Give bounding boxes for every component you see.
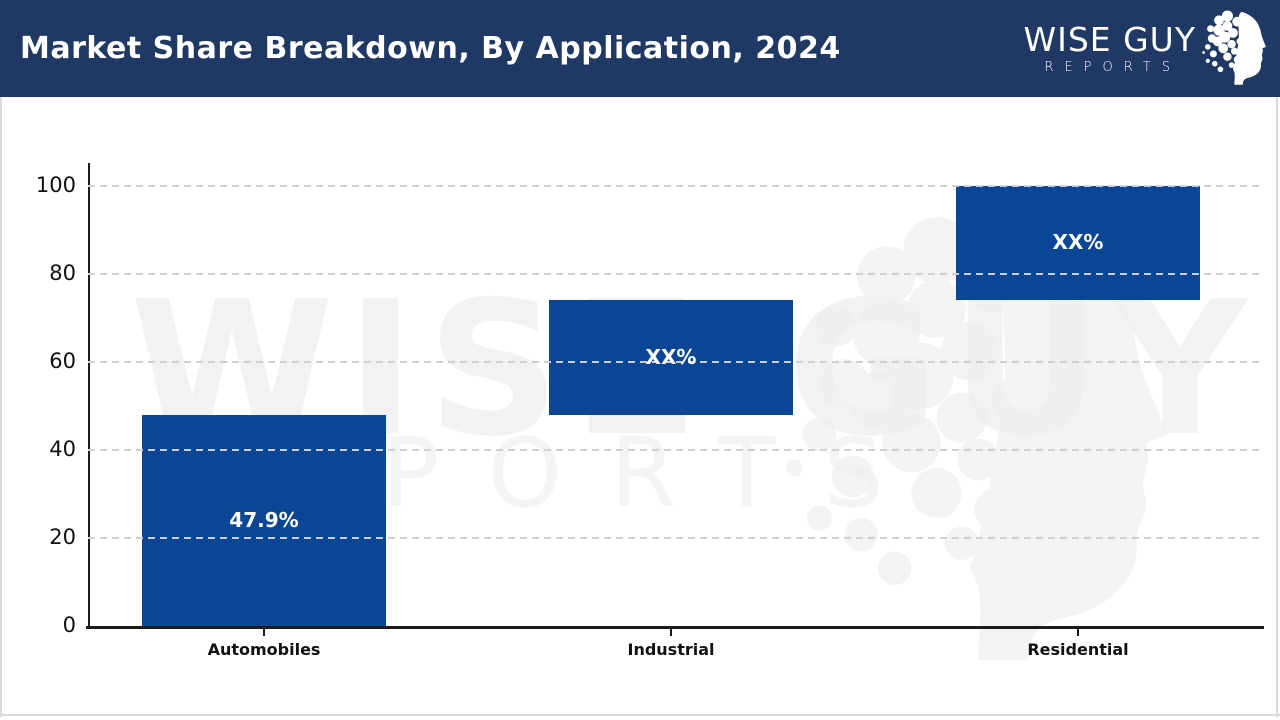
y-axis-tick-label: 0: [62, 613, 76, 637]
frame-right-line: [1276, 97, 1278, 717]
page-title: Market Share Breakdown, By Application, …: [20, 31, 841, 66]
bar-value-label: XX%: [645, 344, 697, 369]
header: Market Share Breakdown, By Application, …: [0, 0, 1280, 97]
bar-value-label: XX%: [1052, 229, 1104, 254]
y-axis-tick-label: 40: [49, 437, 76, 461]
x-axis-tick: [1077, 629, 1079, 636]
gridline-y40: [88, 449, 1264, 451]
dotted-head-icon: [1202, 10, 1266, 85]
gridline-y20: [88, 537, 1264, 539]
x-axis-tick: [263, 629, 265, 636]
frame-left-line: [0, 97, 2, 717]
x-axis-category-label: Automobiles: [207, 640, 321, 659]
bar-industrial: [549, 299, 793, 416]
gridline-y80: [88, 273, 1264, 275]
x-axis-line: [86, 626, 1264, 629]
gridline-y100: [88, 185, 1264, 187]
wise-guy-reports-logo: WISE GUY REPORTS: [1023, 9, 1268, 89]
x-axis-tick: [670, 629, 672, 636]
logo-wiseguy-text: WISE GUY: [1023, 20, 1196, 59]
y-axis-line: [88, 163, 90, 628]
logo-text: WISE GUY REPORTS: [1023, 23, 1196, 74]
gridline-y60: [88, 361, 1264, 363]
x-axis-category-label: Industrial: [627, 640, 715, 659]
x-axis-category-label: Residential: [1027, 640, 1129, 659]
y-axis-tick-label: 60: [49, 349, 76, 373]
y-axis-tick-label: 80: [49, 261, 76, 285]
y-axis-tick-label: 20: [49, 525, 76, 549]
y-axis-tick-label: 100: [35, 173, 76, 197]
bar-value-label: 47.9%: [229, 507, 299, 532]
frame-bottom-line: [0, 714, 1280, 716]
logo-reports-text: REPORTS: [1044, 60, 1182, 75]
